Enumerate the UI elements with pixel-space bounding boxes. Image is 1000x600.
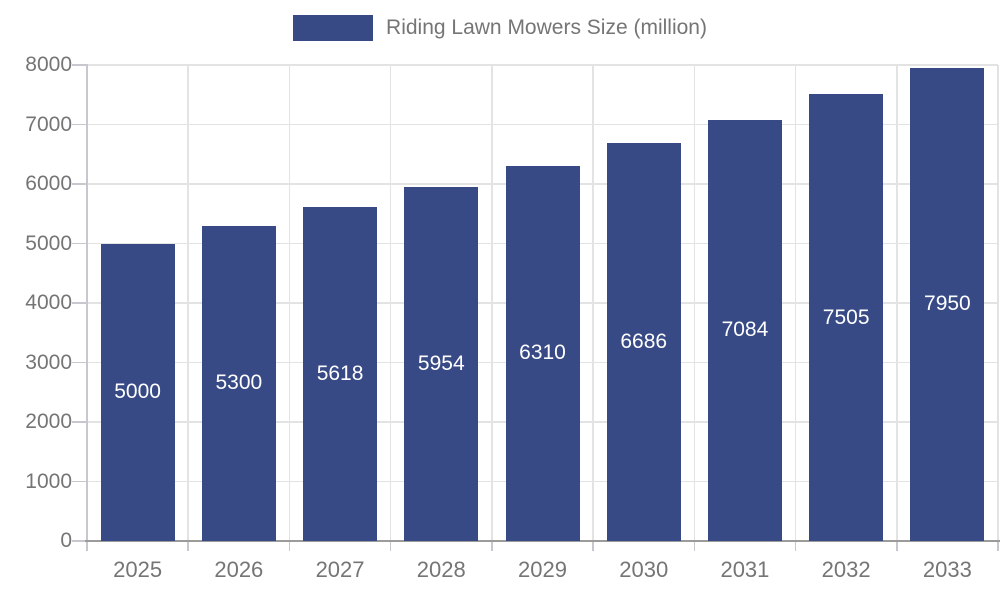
bar — [404, 186, 479, 541]
y-tick-mark — [72, 421, 88, 423]
y-tick-mark — [72, 480, 88, 483]
bar-value-label: 7505 — [822, 305, 870, 329]
gridline-vertical — [389, 65, 392, 541]
gridline-vertical — [693, 65, 696, 541]
bar-value-label: 7950 — [924, 292, 971, 316]
y-axis-tick-label: 6000 — [25, 172, 72, 195]
gridline-vertical — [288, 65, 291, 541]
bar — [809, 94, 884, 541]
y-tick-mark — [72, 123, 88, 126]
gridline-vertical — [896, 65, 898, 541]
y-axis-tick-label: 0 — [60, 529, 72, 552]
bar-value-label: 5300 — [215, 371, 263, 395]
y-axis-line — [86, 65, 88, 550]
bar — [707, 119, 782, 541]
bar-value-label: 5618 — [316, 361, 364, 385]
y-tick-mark — [72, 242, 88, 245]
gridline-vertical — [997, 65, 999, 541]
x-tick-mark — [187, 542, 189, 551]
y-tick-mark — [72, 302, 88, 304]
x-axis-tick-label: 2027 — [315, 557, 365, 582]
y-axis-tick-label: 8000 — [25, 53, 72, 76]
x-axis-tick-label: 2029 — [518, 557, 567, 582]
x-tick-mark — [389, 542, 392, 551]
y-axis-tick-label: 4000 — [25, 291, 72, 314]
gridline-horizontal — [87, 123, 998, 126]
bar-value-label: 6686 — [620, 330, 668, 354]
y-tick-mark — [72, 64, 88, 66]
x-tick-mark — [693, 542, 696, 551]
x-tick-mark — [896, 542, 898, 551]
y-axis-tick-label: 3000 — [25, 350, 72, 374]
gridline-vertical — [491, 65, 493, 541]
legend-swatch — [293, 15, 374, 41]
x-tick-mark — [592, 542, 594, 551]
gridline-horizontal — [87, 64, 998, 66]
bar — [303, 206, 378, 541]
bar-value-label: 5000 — [114, 380, 161, 404]
y-axis-tick-label: 2000 — [25, 410, 72, 433]
bar — [606, 143, 681, 541]
bar-value-label: 5954 — [417, 351, 465, 375]
x-axis-tick-label: 2032 — [821, 557, 871, 582]
bar — [201, 225, 276, 541]
x-axis-tick-label: 2030 — [619, 557, 669, 582]
x-axis-tick-label: 2031 — [720, 557, 770, 582]
x-axis-tick-label: 2033 — [922, 557, 972, 582]
gridline-vertical — [187, 65, 189, 541]
x-axis-tick-label: 2025 — [113, 557, 163, 582]
legend: Riding Lawn Mowers Size (million) — [0, 15, 1000, 41]
y-tick-mark — [72, 183, 88, 185]
x-axis-tick-label: 2026 — [214, 557, 264, 582]
bar — [910, 67, 985, 541]
y-axis-tick-label: 5000 — [25, 231, 72, 255]
bar-value-label: 7084 — [721, 318, 769, 342]
y-axis-tick-label: 7000 — [25, 112, 72, 136]
bar-value-label: 6310 — [519, 341, 566, 365]
x-axis-tick-label: 2028 — [416, 557, 466, 582]
bar — [505, 165, 580, 541]
x-axis-line — [85, 540, 1000, 542]
x-tick-mark — [491, 542, 493, 551]
y-axis-tick-label: 1000 — [25, 469, 72, 493]
x-tick-mark — [794, 542, 797, 551]
x-tick-mark — [997, 542, 999, 551]
y-tick-mark — [72, 361, 88, 364]
bar — [100, 243, 175, 541]
legend-label: Riding Lawn Mowers Size (million) — [386, 16, 707, 39]
x-tick-mark — [288, 542, 291, 551]
gridline-vertical — [794, 65, 797, 541]
y-tick-mark — [72, 540, 88, 542]
gridline-vertical — [592, 65, 594, 541]
